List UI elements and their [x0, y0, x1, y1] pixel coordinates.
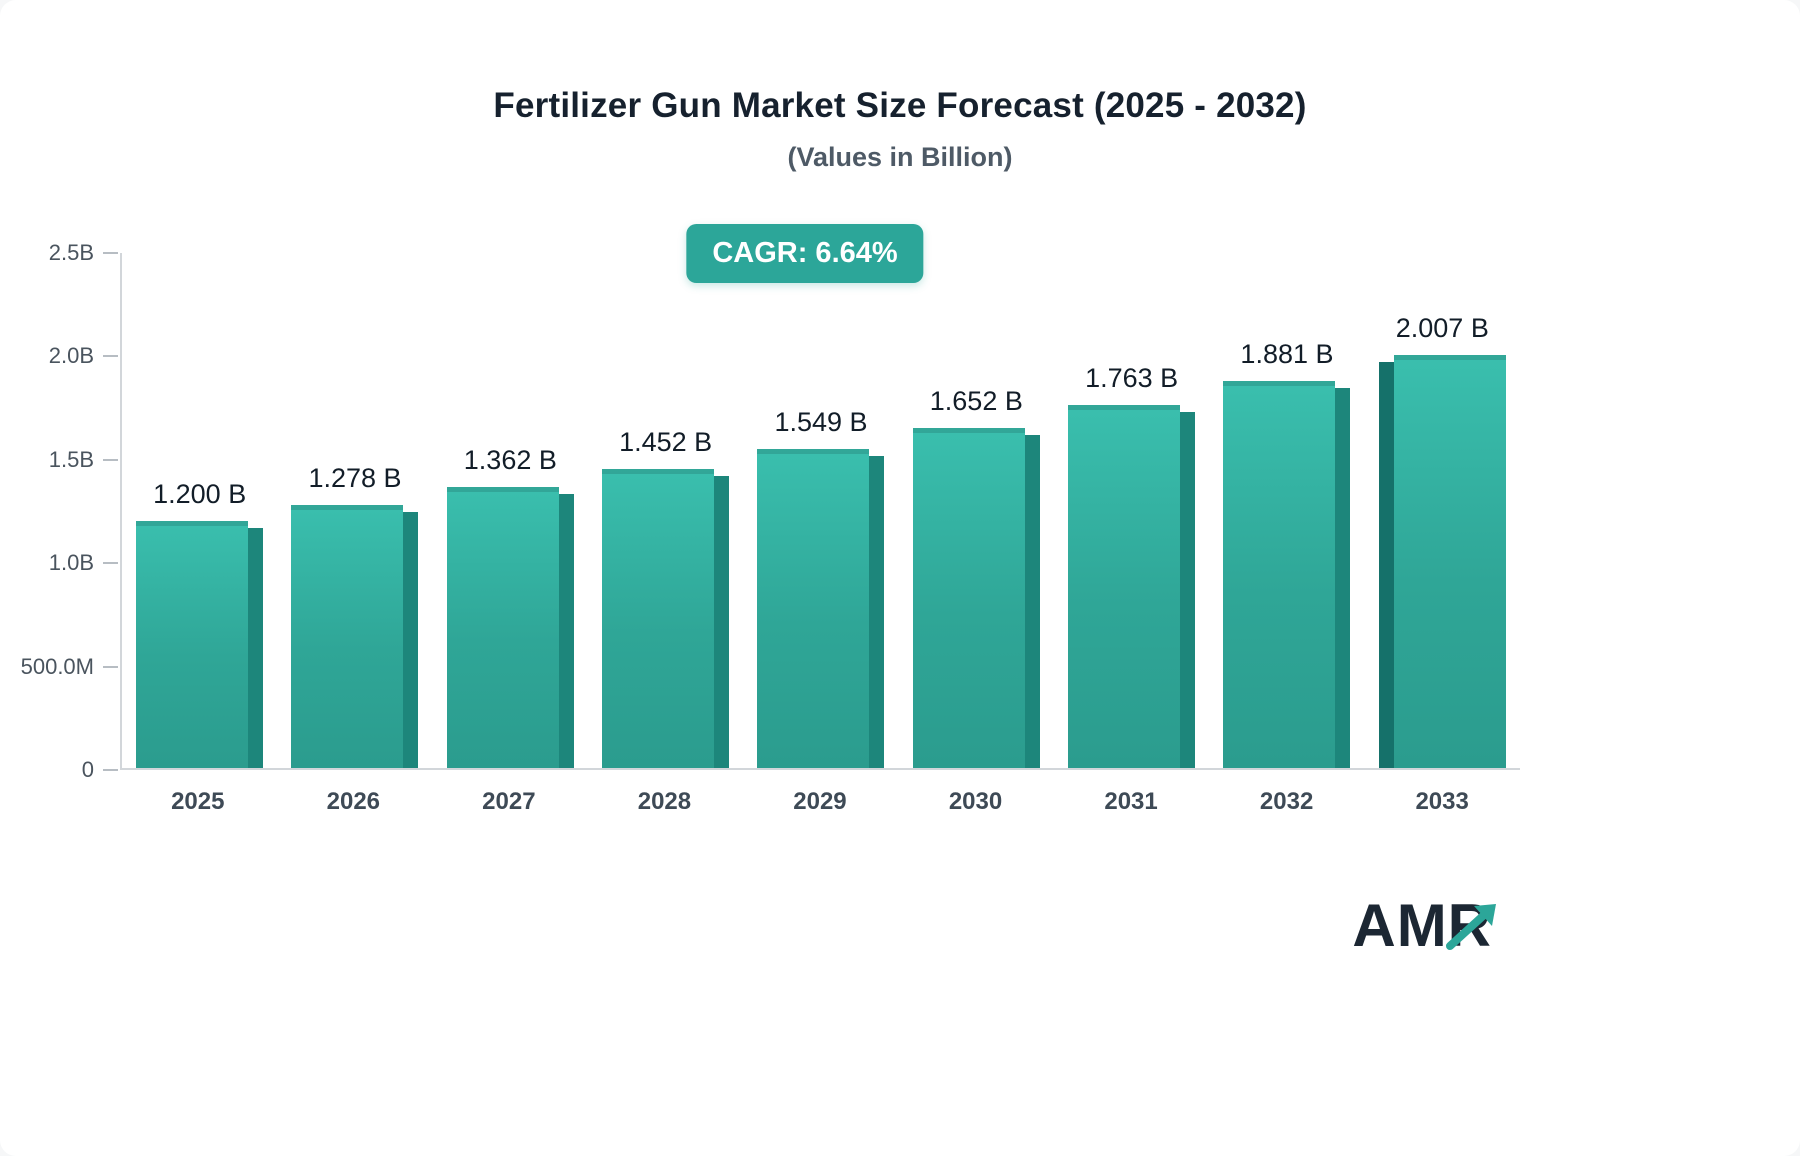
bar-face — [912, 427, 1025, 768]
bar-face — [291, 504, 404, 768]
y-axis: 2.5B 2.0B 1.5B 1.0B 500.0M 0 — [21, 240, 120, 782]
bar-2030[interactable] — [912, 427, 1040, 768]
bar-side-shade — [1180, 411, 1196, 768]
bar-face — [757, 448, 870, 768]
bar-2027[interactable] — [446, 487, 574, 768]
bar-value-label: 1.362 B — [463, 445, 557, 476]
bars-row: 1.200 B 1.278 B 1.362 B 1.452 B 1.549 B 1.652… — [122, 253, 1520, 768]
bar-2026[interactable] — [291, 504, 419, 768]
cagr-badge: CAGR: 6.64% — [686, 224, 924, 283]
bar-2028[interactable] — [602, 468, 730, 768]
bar-group-2028: 1.452 B — [588, 253, 743, 768]
bar-side-shade — [403, 511, 419, 768]
x-tick-label-2032: 2032 — [1259, 788, 1314, 815]
y-tick-mark — [103, 458, 118, 461]
chart-title: Fertilizer Gun Market Size Forecast (202… — [493, 86, 1307, 125]
bar-side-shade — [248, 527, 264, 768]
bar-side-shade — [869, 455, 885, 768]
bar-face — [446, 487, 559, 768]
bar-2031[interactable] — [1068, 404, 1196, 768]
y-tick-label: 1.5B — [48, 446, 94, 472]
bar-value-label: 1.452 B — [619, 426, 713, 457]
bar-side-shade — [1335, 387, 1351, 768]
bar-side-shade — [1024, 434, 1040, 768]
bar-2029[interactable] — [757, 448, 885, 768]
bar-side-shade — [714, 475, 730, 768]
bar-value-label: 1.763 B — [1085, 362, 1179, 393]
x-tick-label-2031: 2031 — [1104, 788, 1158, 815]
amr-logo: AMR — [1352, 896, 1496, 956]
y-tick-label: 2.5B — [48, 240, 94, 265]
x-tick-label-2026: 2026 — [326, 788, 381, 815]
bar-group-2033: 2.007 B — [1365, 253, 1520, 768]
trend-up-arrow-icon — [1446, 904, 1496, 950]
bar-group-2025: 1.200 B — [122, 253, 277, 768]
bar-value-label: 1.278 B — [308, 462, 402, 493]
x-axis: 2025 2026 2027 2028 2029 2030 2031 2032 2033 — [120, 770, 1520, 828]
bar-side-shade — [1378, 361, 1394, 768]
bar-chart: 2.5B 2.0B 1.5B 1.0B 500.0M 0 1.200 B 1.278 B 1.… — [21, 240, 1520, 828]
x-tick-label-2028: 2028 — [637, 788, 692, 815]
plot-area: 1.200 B 1.278 B 1.362 B 1.452 B 1.549 B 1.652… — [120, 253, 1520, 770]
x-tick-label-2030: 2030 — [948, 788, 1003, 815]
x-tick-label-2025: 2025 — [171, 788, 225, 815]
chart-subtitle: (Values in Billion) — [787, 142, 1013, 172]
y-tick-mark — [103, 665, 118, 668]
bar-face — [1393, 354, 1506, 768]
y-tick-mark — [103, 769, 118, 771]
bar-2032[interactable] — [1223, 380, 1351, 768]
x-tick-label-2033: 2033 — [1415, 788, 1469, 815]
bar-value-label: 1.549 B — [774, 406, 868, 437]
bar-face — [1223, 380, 1336, 768]
bar-value-label: 1.881 B — [1240, 338, 1334, 369]
bar-group-2031: 1.763 B — [1054, 253, 1209, 768]
bar-value-label: 1.200 B — [153, 478, 247, 509]
bar-2025[interactable] — [136, 520, 264, 768]
y-tick-mark — [103, 355, 118, 358]
bar-2033[interactable] — [1378, 354, 1506, 768]
y-tick-mark — [103, 252, 118, 254]
bar-side-shade — [558, 494, 574, 768]
y-tick-label: 0 — [81, 757, 94, 782]
bar-group-2027: 1.362 B — [433, 253, 588, 768]
y-tick-label: 500.0M — [20, 653, 94, 679]
x-tick-label-2029: 2029 — [793, 788, 847, 815]
bar-face — [136, 520, 249, 768]
bar-group-2030: 1.652 B — [899, 253, 1054, 768]
bar-group-2032: 1.881 B — [1209, 253, 1364, 768]
bar-group-2026: 1.278 B — [277, 253, 432, 768]
bar-face — [602, 468, 715, 768]
bar-face — [1068, 404, 1181, 768]
y-tick-label: 2.0B — [48, 343, 94, 369]
bar-value-label: 1.652 B — [929, 385, 1023, 416]
y-tick-mark — [103, 562, 118, 565]
bar-value-label: 2.007 B — [1395, 312, 1489, 343]
bar-group-2029: 1.549 B — [743, 253, 898, 768]
x-tick-label-2027: 2027 — [482, 788, 536, 815]
y-tick-label: 1.0B — [48, 550, 94, 576]
